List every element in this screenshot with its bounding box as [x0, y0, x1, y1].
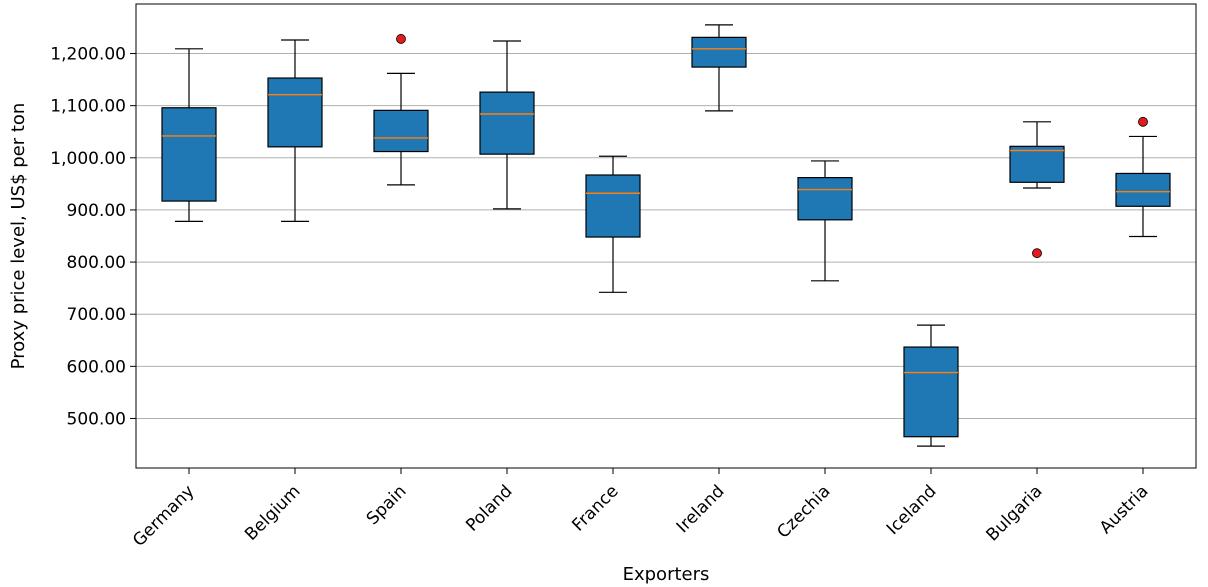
y-tick-label: 600.00: [67, 357, 126, 377]
box-france: [585, 155, 641, 293]
y-tick-label: 1,200.00: [50, 45, 126, 65]
outlier-point: [396, 34, 406, 44]
box-austria: [1115, 116, 1171, 238]
iqr-box: [903, 346, 959, 438]
y-axis-title: Proxy price level, US$ per ton: [8, 103, 29, 370]
box-iceland: [903, 324, 959, 447]
iqr-box: [797, 177, 853, 221]
iqr-box: [585, 174, 641, 238]
x-tick-label: Bulgaria: [983, 481, 1047, 545]
box-germany: [161, 48, 217, 223]
iqr-box: [691, 36, 747, 68]
x-tick-label: Austria: [1096, 481, 1153, 538]
x-tick-label: Poland: [462, 481, 516, 535]
iqr-box: [161, 107, 217, 202]
plot-frame: [135, 3, 1197, 469]
iqr-box: [267, 77, 323, 148]
y-tick-label: 900.00: [67, 201, 126, 221]
box-poland: [479, 40, 535, 210]
x-tick-label: Iceland: [883, 481, 941, 539]
iqr-box: [1009, 145, 1065, 183]
box-plot-series: [161, 24, 1171, 447]
outlier-point: [1032, 248, 1042, 259]
y-axis-ticks: 500.00 600.00 700.00 800.00 900.00 1,000.00 1,…: [50, 45, 136, 429]
x-axis-ticks: Germany Belgium Spain Poland France Ireland Cz…: [129, 468, 1153, 551]
box-czechia: [797, 160, 853, 282]
x-tick-label: Spain: [363, 481, 411, 529]
box-spain: [373, 34, 429, 186]
box-belgium: [267, 39, 323, 223]
y-tick-label: 500.00: [67, 409, 126, 429]
y-tick-label: 700.00: [67, 305, 126, 325]
iqr-box: [479, 91, 535, 155]
x-tick-label: Belgium: [241, 481, 304, 544]
x-tick-label: Czechia: [773, 481, 834, 542]
x-tick-label: Ireland: [673, 481, 729, 537]
box-ireland: [691, 24, 747, 112]
y-tick-label: 1,000.00: [50, 149, 126, 169]
y-tick-label: 1,100.00: [50, 97, 126, 117]
x-tick-label: Germany: [129, 481, 198, 550]
x-axis-title: Exporters: [623, 564, 710, 585]
box-bulgaria: [1009, 121, 1065, 259]
x-tick-label: France: [568, 481, 622, 535]
y-tick-label: 800.00: [67, 253, 126, 273]
iqr-box: [1115, 172, 1171, 207]
outlier-point: [1138, 116, 1148, 127]
iqr-box: [373, 109, 429, 153]
